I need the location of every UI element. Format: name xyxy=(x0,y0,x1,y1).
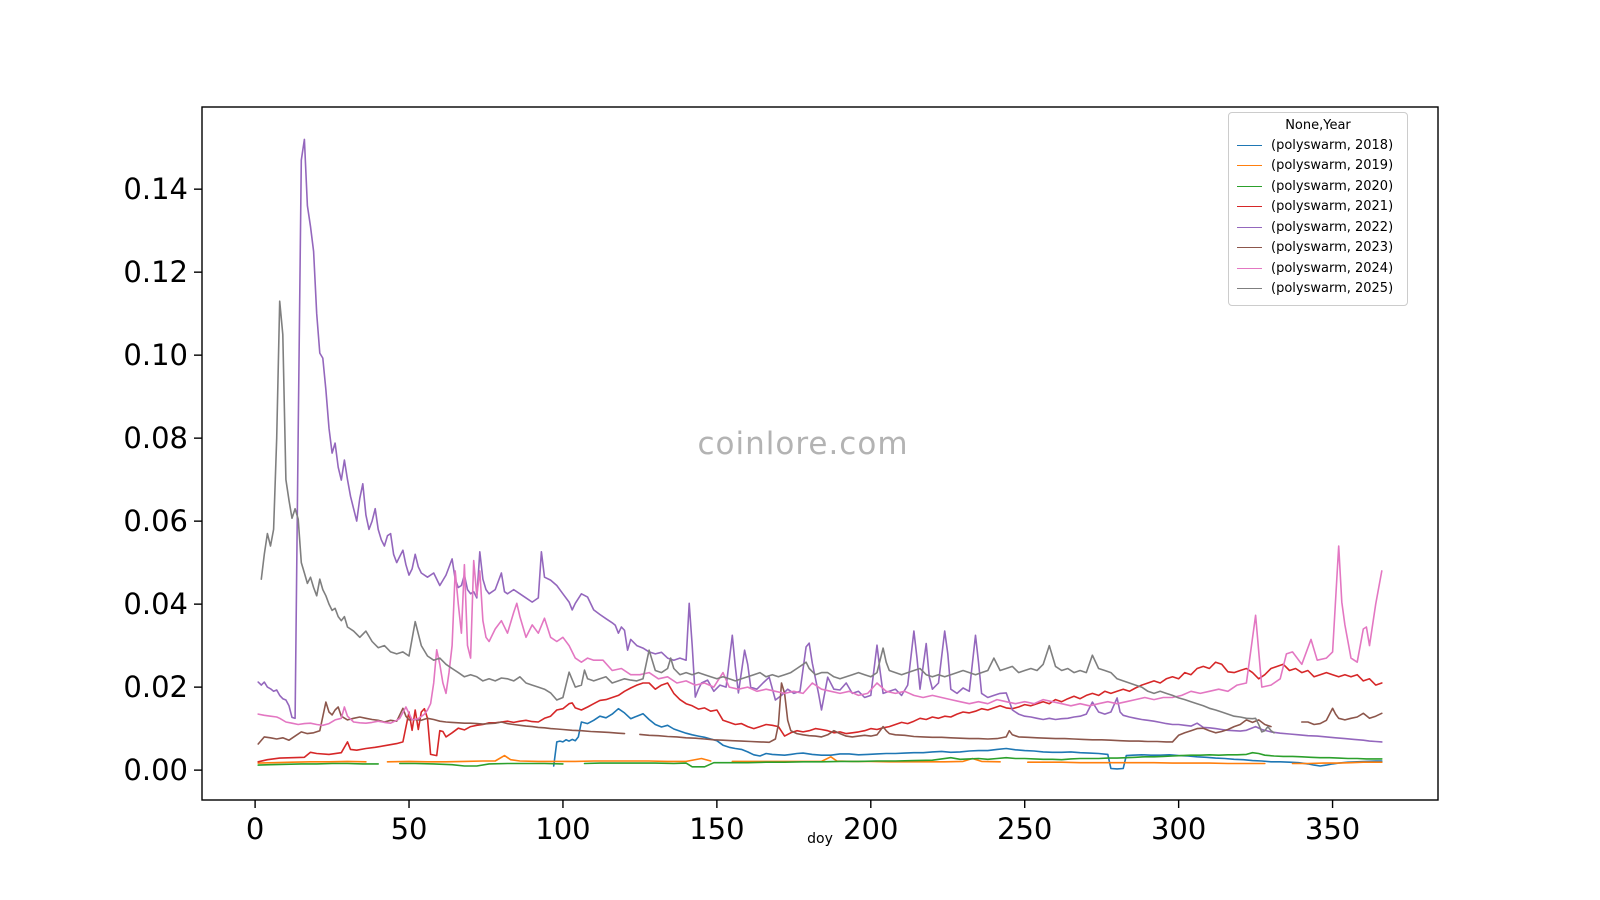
series-line-polyswarm-2018 xyxy=(552,707,1383,770)
legend-item: (polyswarm, 2019) xyxy=(1237,156,1399,177)
legend-item-label: (polyswarm, 2020) xyxy=(1271,178,1394,194)
series-line-polyswarm-2020 xyxy=(257,751,1383,768)
legend: None,Year (polyswarm, 2018) (polyswarm, 2… xyxy=(1228,112,1408,306)
x-tick-label: 150 xyxy=(689,812,745,846)
y-tick-label: 0.10 xyxy=(123,338,188,373)
y-tick-label: 0.08 xyxy=(123,421,188,456)
legend-line-sample-icon xyxy=(1237,206,1262,208)
y-tick-label: 0.00 xyxy=(123,753,188,788)
legend-item: (polyswarm, 2023) xyxy=(1237,238,1399,259)
axes-frame xyxy=(201,106,1439,801)
y-tick-label: 0.04 xyxy=(123,587,188,622)
x-tick-label: 250 xyxy=(997,812,1053,846)
legend-item-label: (polyswarm, 2024) xyxy=(1271,260,1394,276)
legend-item-label: (polyswarm, 2022) xyxy=(1271,219,1394,235)
x-tick-label: 0 xyxy=(245,812,265,846)
legend-item-label: (polyswarm, 2018) xyxy=(1271,137,1394,153)
x-tick-label: 200 xyxy=(843,812,899,846)
y-tick-label: 0.06 xyxy=(123,504,188,539)
legend-item: (polyswarm, 2025) xyxy=(1237,279,1399,300)
legend-item-label: (polyswarm, 2019) xyxy=(1271,158,1394,174)
legend-item: (polyswarm, 2021) xyxy=(1237,197,1399,218)
x-tick-label: 350 xyxy=(1304,812,1361,846)
legend-line-sample-icon xyxy=(1237,185,1262,187)
x-axis-label: doy xyxy=(807,831,833,847)
legend-line-sample-icon xyxy=(1237,165,1262,167)
legend-line-sample-icon xyxy=(1237,288,1262,290)
legend-item-label: (polyswarm, 2025) xyxy=(1271,281,1394,297)
y-tick-label: 0.02 xyxy=(123,670,188,705)
x-tick-label: 50 xyxy=(390,812,428,846)
series-line-polyswarm-2025 xyxy=(260,300,1275,734)
legend-item: (polyswarm, 2020) xyxy=(1237,176,1399,197)
series-line-polyswarm-2021 xyxy=(257,661,1383,763)
series-line-polyswarm-2022 xyxy=(257,138,1383,743)
legend-item-label: (polyswarm, 2023) xyxy=(1271,240,1394,256)
x-tick-label: 300 xyxy=(1150,812,1207,846)
y-tick-label: 0.12 xyxy=(123,255,188,290)
series-line-polyswarm-2023 xyxy=(257,682,1383,745)
series-line-polyswarm-2024 xyxy=(257,545,1383,727)
legend-line-sample-icon xyxy=(1237,226,1262,228)
legend-item: (polyswarm, 2022) xyxy=(1237,217,1399,238)
watermark: coinlore.com xyxy=(697,426,909,462)
legend-line-sample-icon xyxy=(1237,144,1262,146)
legend-items: (polyswarm, 2018) (polyswarm, 2019) (polys… xyxy=(1237,135,1399,299)
legend-item: (polyswarm, 2024) xyxy=(1237,258,1399,279)
y-tick-label: 0.14 xyxy=(123,172,188,207)
legend-item-label: (polyswarm, 2021) xyxy=(1271,199,1394,215)
legend-title: None,Year xyxy=(1285,118,1351,133)
legend-line-sample-icon xyxy=(1237,247,1262,249)
legend-item: (polyswarm, 2018) xyxy=(1237,135,1399,156)
x-tick-label: 100 xyxy=(535,812,591,846)
legend-line-sample-icon xyxy=(1237,267,1262,269)
